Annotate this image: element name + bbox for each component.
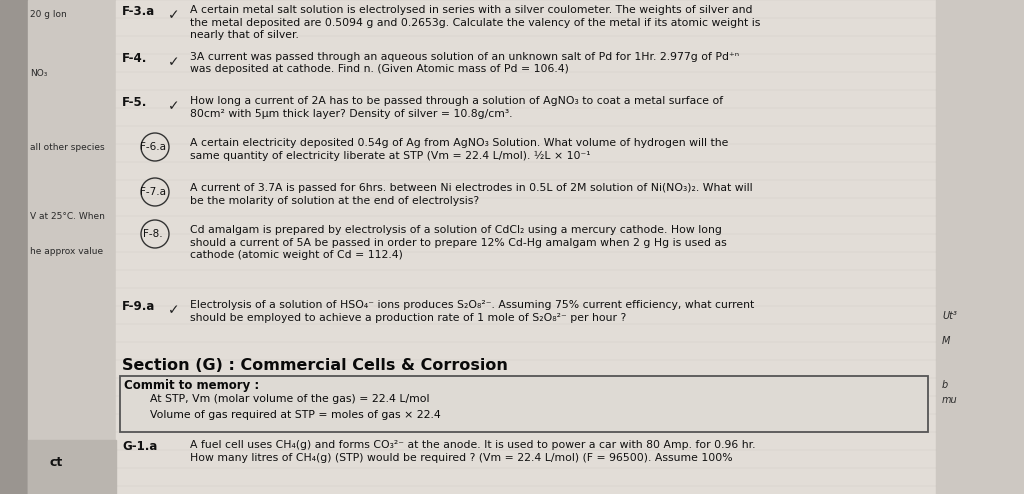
Text: Cd amalgam is prepared by electrolysis of a solution of CdCl₂ using a mercury ca: Cd amalgam is prepared by electrolysis o…: [190, 225, 722, 235]
Text: should a current of 5A be passed in order to prepare 12% Cd-Hg amalgam when 2 g : should a current of 5A be passed in orde…: [190, 238, 727, 247]
Text: V at 25°C. When: V at 25°C. When: [30, 212, 104, 221]
Text: At STP, Vm (molar volume of the gas) = 22.4 L/mol: At STP, Vm (molar volume of the gas) = 2…: [150, 394, 429, 404]
Text: be the molarity of solution at the end of electrolysis?: be the molarity of solution at the end o…: [190, 196, 479, 206]
Text: Electrolysis of a solution of HSO₄⁻ ions produces S₂O₈²⁻. Assuming 75% current e: Electrolysis of a solution of HSO₄⁻ ions…: [190, 300, 755, 310]
Text: A certain electricity deposited 0.54g of Ag from AgNO₃ Solution. What volume of : A certain electricity deposited 0.54g of…: [190, 138, 728, 148]
Text: should be employed to achieve a production rate of 1 mole of S₂O₈²⁻ per hour ?: should be employed to achieve a producti…: [190, 313, 627, 323]
Text: A fuel cell uses CH₄(g) and forms CO₃²⁻ at the anode. It is used to power a car : A fuel cell uses CH₄(g) and forms CO₃²⁻ …: [190, 440, 756, 450]
Text: M: M: [942, 336, 950, 346]
Text: nearly that of silver.: nearly that of silver.: [190, 30, 299, 40]
Text: A certain metal salt solution is electrolysed in series with a silver coulometer: A certain metal salt solution is electro…: [190, 5, 753, 15]
Text: ✓: ✓: [168, 99, 179, 113]
Text: mu: mu: [942, 395, 957, 405]
Text: he approx value: he approx value: [30, 247, 103, 256]
Text: Ut³: Ut³: [942, 311, 956, 321]
Bar: [28, 440, 116, 494]
Text: all other species: all other species: [30, 143, 104, 152]
Text: ✓: ✓: [168, 8, 179, 22]
Text: cathode (atomic weight of Cd = 112.4): cathode (atomic weight of Cd = 112.4): [190, 250, 402, 260]
Text: ✓: ✓: [168, 55, 179, 69]
Bar: [116, 0, 936, 494]
Text: F-4.: F-4.: [122, 52, 147, 65]
Text: Volume of gas required at STP = moles of gas × 22.4: Volume of gas required at STP = moles of…: [150, 410, 440, 420]
Text: F-3.a: F-3.a: [122, 5, 156, 18]
Text: the metal deposited are 0.5094 g and 0.2653g. Calculate the valency of the metal: the metal deposited are 0.5094 g and 0.2…: [190, 17, 761, 28]
Text: A current of 3.7A is passed for 6hrs. between Ni electrodes in 0.5L of 2M soluti: A current of 3.7A is passed for 6hrs. be…: [190, 183, 753, 193]
Text: Commit to memory :: Commit to memory :: [124, 379, 259, 392]
Text: F-9.a: F-9.a: [122, 300, 156, 313]
Text: 20 g Ion: 20 g Ion: [30, 10, 67, 19]
Bar: [936, 0, 1024, 494]
Text: ct: ct: [50, 456, 63, 469]
Text: Section (G) : Commercial Cells & Corrosion: Section (G) : Commercial Cells & Corrosi…: [122, 358, 508, 373]
Text: NO₃: NO₃: [30, 69, 47, 78]
Text: was deposited at cathode. Find n. (Given Atomic mass of Pd = 106.4): was deposited at cathode. Find n. (Given…: [190, 65, 569, 75]
Text: b: b: [942, 380, 948, 390]
Text: F-8.: F-8.: [143, 229, 163, 239]
Text: 3A current was passed through an aqueous solution of an unknown salt of Pd for 1: 3A current was passed through an aqueous…: [190, 52, 739, 62]
Text: F-5.: F-5.: [122, 96, 147, 109]
Bar: [0, 0, 28, 494]
Text: F-6.a: F-6.a: [140, 142, 166, 152]
Bar: [120, 376, 928, 432]
Text: 80cm² with 5μm thick layer? Density of silver = 10.8g/cm³.: 80cm² with 5μm thick layer? Density of s…: [190, 109, 512, 119]
Text: same quantity of electricity liberate at STP (Vm = 22.4 L/mol). ½L × 10⁻¹: same quantity of electricity liberate at…: [190, 151, 591, 161]
Text: G-1.a: G-1.a: [122, 440, 158, 453]
Text: F-7.a: F-7.a: [140, 187, 166, 197]
Text: How many litres of CH₄(g) (STP) would be required ? (Vm = 22.4 L/mol) (F = 96500: How many litres of CH₄(g) (STP) would be…: [190, 453, 732, 462]
Bar: [28, 0, 116, 494]
Text: ✓: ✓: [168, 303, 179, 317]
Text: How long a current of 2A has to be passed through a solution of AgNO₃ to coat a : How long a current of 2A has to be passe…: [190, 96, 723, 106]
